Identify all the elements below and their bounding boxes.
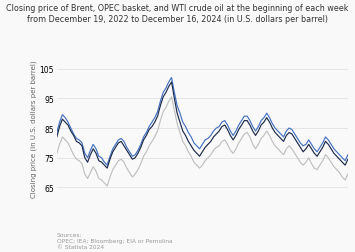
Text: Sources:
OPEC; IEA; Bloomberg; EIA or Pemolina
© Statista 2024: Sources: OPEC; IEA; Bloomberg; EIA or Pe… <box>57 232 173 249</box>
Y-axis label: Closing price (in U.S. dollars per barrel): Closing price (in U.S. dollars per barre… <box>30 60 37 197</box>
Text: Closing price of Brent, OPEC basket, and WTI crude oil at the beginning of each : Closing price of Brent, OPEC basket, and… <box>6 4 349 24</box>
